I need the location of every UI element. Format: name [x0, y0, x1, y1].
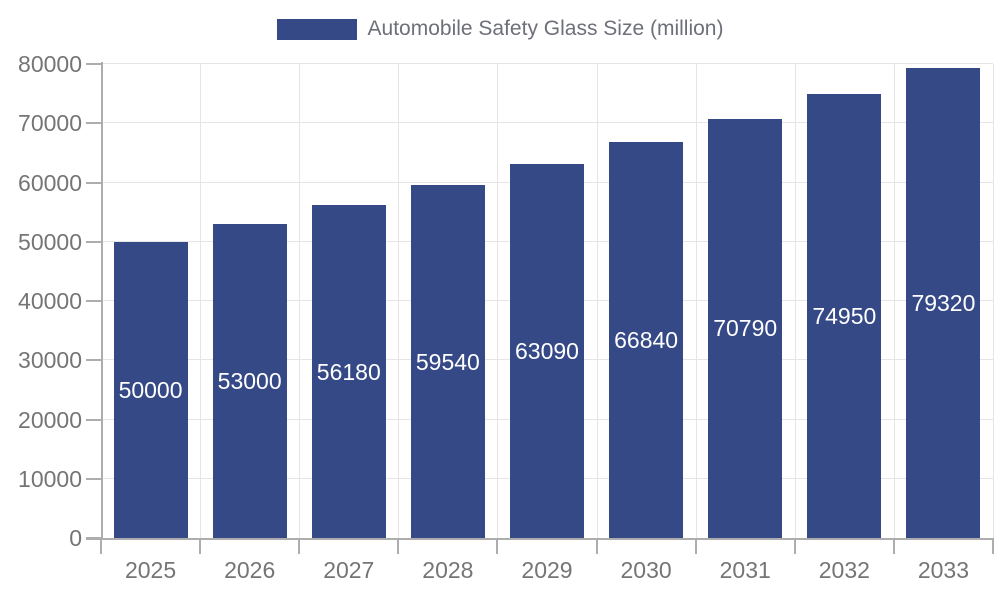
y-axis-tick: [86, 240, 101, 243]
x-axis-tick: [694, 538, 697, 554]
bar-value-label: 70790: [713, 315, 778, 342]
y-axis-tick: [86, 63, 101, 65]
y-gridline: [101, 63, 993, 64]
y-axis-tick: [86, 181, 101, 184]
bar: [906, 68, 981, 538]
y-axis-label: 70000: [18, 110, 82, 137]
x-axis-label: 2029: [521, 557, 573, 583]
x-axis-line: [86, 538, 993, 540]
x-axis-tick: [793, 538, 796, 554]
y-axis-line: [101, 62, 103, 538]
x-axis-tick: [992, 538, 994, 554]
y-axis-label: 60000: [18, 169, 82, 196]
x-gridline: [398, 64, 400, 538]
x-axis-label: 2025: [124, 557, 177, 583]
y-axis-label: 50000: [18, 228, 82, 255]
y-axis-label: 40000: [18, 288, 82, 314]
x-axis-label: 2032: [818, 557, 870, 583]
bar: [510, 164, 584, 538]
bar-value-label: 56180: [316, 358, 381, 385]
bar: [807, 93, 882, 538]
y-axis-tick: [86, 359, 101, 362]
bar: [113, 241, 188, 538]
y-axis-tick: [86, 477, 101, 480]
x-axis-label: 2031: [719, 557, 771, 583]
x-axis-label: 2028: [422, 557, 474, 583]
x-axis-label: 2030: [620, 557, 672, 583]
legend[interactable]: Automobile Safety Glass Size (million): [0, 17, 1000, 41]
bar-value-label: 50000: [118, 376, 183, 403]
x-gridline: [596, 64, 598, 538]
x-axis-tick: [100, 538, 102, 554]
x-axis-tick: [595, 538, 598, 554]
x-gridline: [200, 64, 202, 538]
y-axis-label: 0: [69, 525, 82, 551]
x-gridline: [497, 64, 499, 538]
y-gridline: [101, 122, 993, 124]
x-axis-tick: [496, 538, 499, 554]
x-axis-label: 2033: [917, 557, 970, 583]
x-axis-label: 2026: [224, 557, 276, 583]
bar-value-label: 74950: [812, 302, 877, 329]
y-axis-tick: [86, 122, 101, 125]
x-gridline: [695, 64, 697, 538]
bar-value-label: 53000: [217, 367, 282, 394]
x-gridline: [893, 64, 895, 538]
bar: [410, 185, 485, 538]
bar-value-label: 59540: [415, 348, 480, 375]
x-axis-tick: [199, 538, 202, 554]
x-axis-tick: [892, 538, 895, 554]
legend-label: Automobile Safety Glass Size (million): [367, 17, 724, 40]
y-axis-label: 10000: [18, 465, 82, 492]
y-axis-tick: [86, 418, 101, 421]
y-axis-label: 30000: [18, 347, 82, 374]
x-gridline: [993, 64, 994, 538]
bar-value-label: 79320: [911, 290, 976, 316]
x-gridline: [299, 64, 301, 538]
bar-value-label: 66840: [614, 326, 679, 353]
y-axis-label: 80000: [18, 51, 82, 77]
y-axis-tick: [86, 300, 101, 302]
x-axis-label: 2027: [323, 557, 375, 583]
bar-value-label: 63090: [515, 338, 579, 365]
bar: [212, 223, 287, 538]
legend-swatch: [276, 18, 357, 40]
x-axis-tick: [298, 538, 301, 554]
y-axis-label: 20000: [18, 406, 82, 433]
bar: [311, 205, 386, 538]
x-axis-tick: [397, 538, 400, 554]
x-gridline: [794, 64, 796, 538]
bar: [708, 118, 783, 538]
bar: [609, 141, 684, 538]
